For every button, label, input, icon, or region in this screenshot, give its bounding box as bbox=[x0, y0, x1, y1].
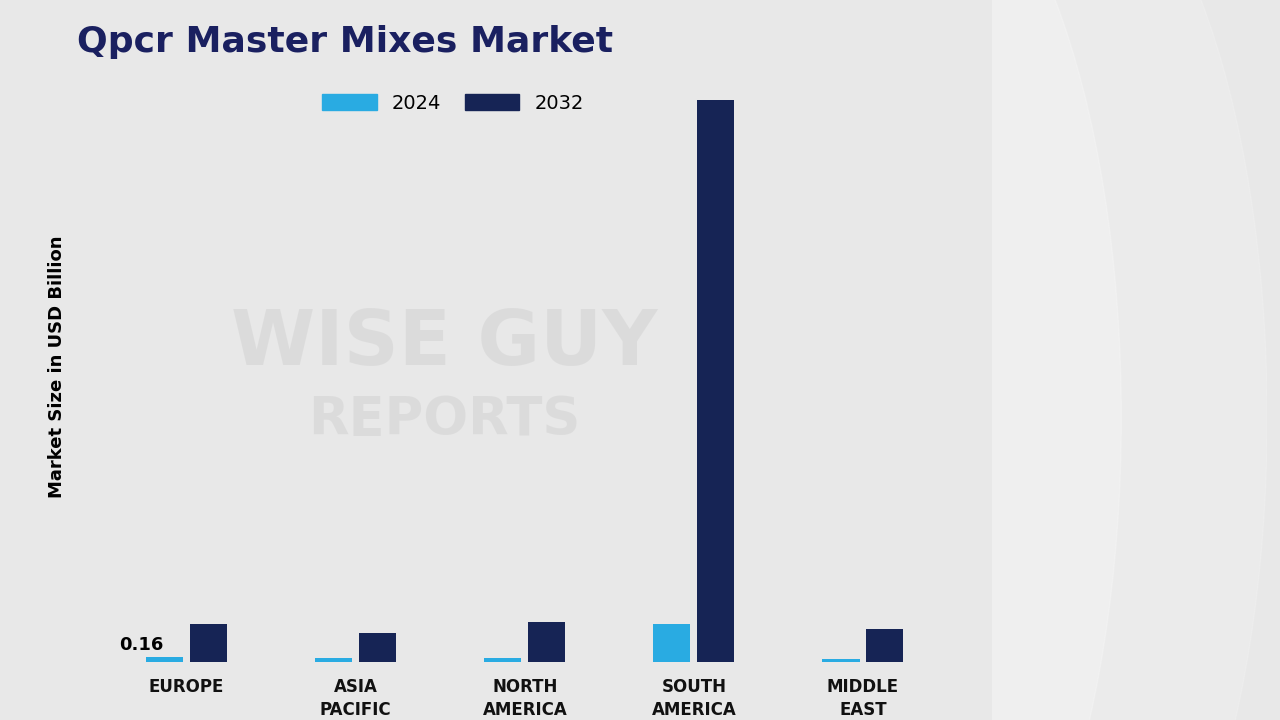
Bar bbox=[146, 657, 183, 662]
Bar bbox=[653, 624, 690, 662]
Bar bbox=[189, 624, 228, 662]
Bar bbox=[529, 622, 566, 662]
Legend: 2024, 2032: 2024, 2032 bbox=[323, 94, 584, 112]
Circle shape bbox=[815, 0, 1267, 720]
Text: WISE GUY: WISE GUY bbox=[230, 307, 658, 381]
Bar bbox=[484, 658, 521, 662]
Bar bbox=[315, 658, 352, 662]
Bar bbox=[698, 100, 735, 662]
Text: 0.16: 0.16 bbox=[119, 636, 163, 654]
Bar bbox=[822, 659, 860, 662]
Y-axis label: Market Size in USD Billion: Market Size in USD Billion bbox=[47, 236, 65, 498]
Bar bbox=[867, 629, 904, 662]
Text: Qpcr Master Mixes Market: Qpcr Master Mixes Market bbox=[77, 25, 613, 59]
Text: REPORTS: REPORTS bbox=[308, 395, 580, 446]
Bar bbox=[360, 633, 397, 662]
Circle shape bbox=[669, 0, 1121, 720]
